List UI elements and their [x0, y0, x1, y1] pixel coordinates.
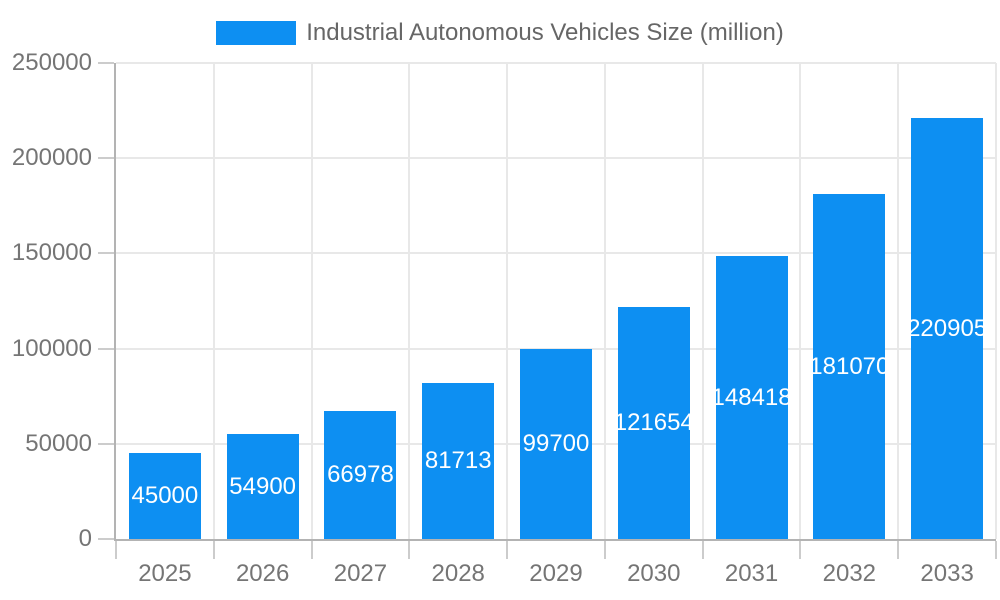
x-tick-label: 2027 — [333, 560, 388, 587]
bar — [226, 434, 299, 539]
bar — [617, 307, 690, 539]
x-tick-label: 2025 — [138, 560, 192, 587]
y-axis-tick — [98, 252, 114, 255]
h-gridline — [116, 347, 996, 350]
bar-value-label: 220905 — [907, 314, 988, 342]
x-axis-tick — [115, 541, 117, 559]
x-tick-label: 2032 — [822, 560, 877, 587]
x-tick-label: 2029 — [529, 560, 583, 587]
bar — [422, 383, 495, 539]
y-tick-label: 200000 — [11, 144, 92, 172]
x-axis-tick — [995, 541, 997, 559]
x-axis-tick — [799, 541, 802, 559]
x-tick-label: 2031 — [724, 560, 779, 587]
v-gridline — [995, 63, 997, 539]
x-tick-label: 2028 — [431, 560, 485, 587]
y-axis-tick — [98, 347, 114, 350]
x-axis-tick — [310, 541, 313, 559]
bar-value-label: 121654 — [613, 409, 694, 437]
bar-value-label: 66978 — [327, 461, 394, 489]
bar — [128, 453, 201, 539]
bar — [911, 118, 984, 539]
y-tick-label: 250000 — [11, 49, 92, 76]
y-tick-label: 0 — [78, 525, 92, 552]
y-axis-tick — [98, 442, 114, 445]
v-gridline — [701, 63, 704, 539]
x-axis-tick — [701, 541, 704, 559]
bar — [715, 256, 788, 539]
bar-value-label: 181070 — [809, 352, 890, 380]
v-gridline — [799, 63, 802, 539]
x-tick-label: 2030 — [627, 560, 681, 587]
bar — [324, 411, 397, 539]
bar-value-label: 81713 — [424, 447, 492, 475]
x-axis-tick — [603, 541, 606, 559]
bar-value-label: 45000 — [131, 482, 199, 510]
y-tick-label: 150000 — [11, 239, 92, 267]
h-gridline — [116, 62, 996, 64]
legend: Industrial Autonomous Vehicles Size (mil… — [0, 19, 1000, 47]
x-axis-tick — [212, 541, 215, 559]
v-gridline — [408, 63, 411, 539]
h-gridline — [116, 252, 996, 255]
x-axis-tick — [506, 541, 509, 559]
bar-value-label: 148418 — [711, 383, 792, 411]
v-gridline — [897, 63, 900, 539]
bar — [813, 194, 886, 539]
v-gridline — [310, 63, 313, 539]
y-tick-label: 100000 — [11, 334, 92, 362]
x-tick-label: 2026 — [235, 560, 290, 587]
y-axis-tick — [98, 62, 114, 64]
x-axis-tick — [408, 541, 411, 559]
x-tick-label: 2033 — [920, 560, 974, 587]
y-axis-tick — [98, 157, 114, 160]
h-gridline — [116, 157, 996, 160]
y-axis-tick — [98, 538, 114, 540]
legend-label: Industrial Autonomous Vehicles Size (mil… — [306, 19, 784, 46]
bar — [520, 349, 592, 539]
x-axis-tick — [897, 541, 900, 559]
v-gridline — [212, 63, 215, 539]
v-gridline — [506, 63, 509, 539]
bar-value-label: 99700 — [522, 430, 590, 458]
y-tick-label: 50000 — [25, 429, 92, 457]
legend-swatch — [216, 21, 297, 45]
bar-value-label: 54900 — [229, 472, 297, 500]
v-gridline — [603, 63, 606, 539]
plot-area: 0 50000 100000 150000 200000 250000 45000 2025 5… — [12, 49, 997, 587]
